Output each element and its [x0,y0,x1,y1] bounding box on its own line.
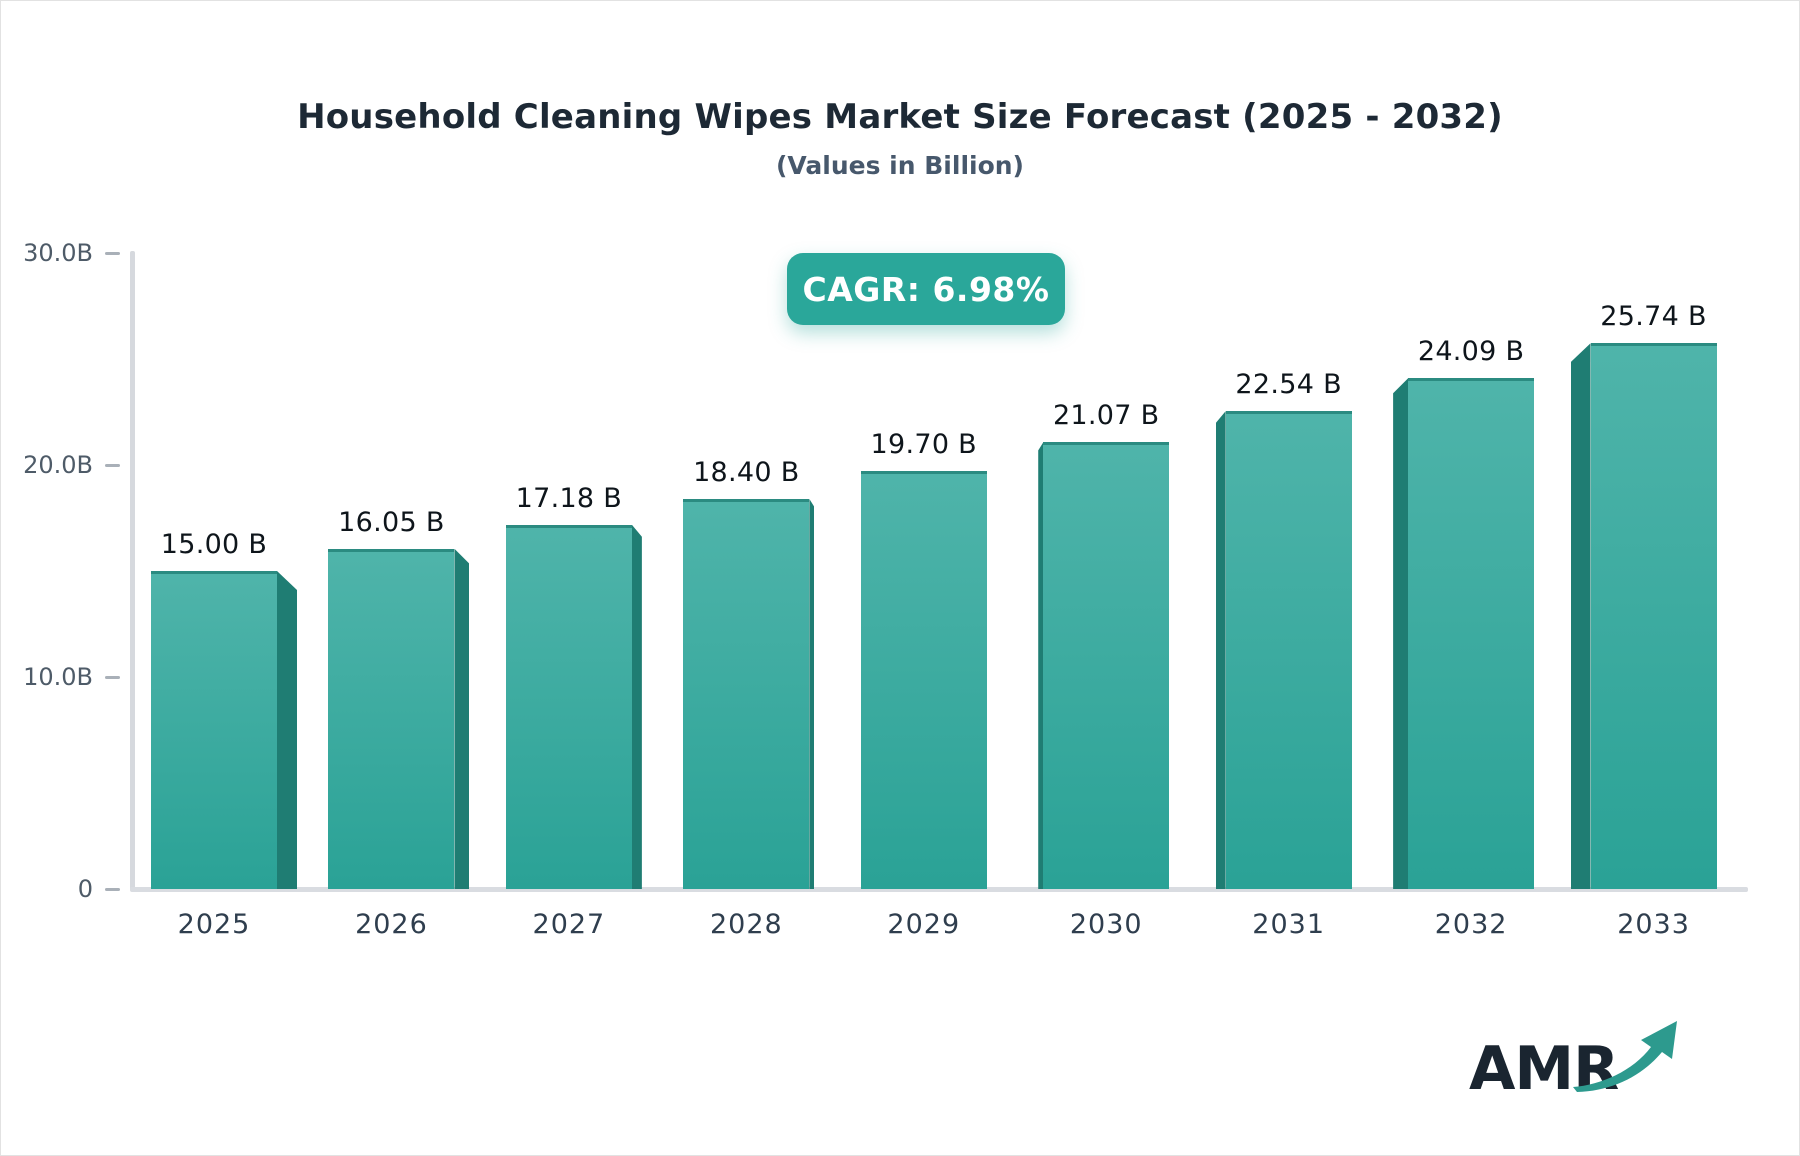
y-axis-label: 10.0B [23,663,93,691]
bar-side-face [631,524,642,889]
bar [505,524,632,889]
page-title: Household Cleaning Wipes Market Size For… [297,97,1503,137]
x-axis-label: 2029 [887,909,961,940]
y-axis-label: 0 [77,875,93,903]
chart-subtitle: (Values in Billion) [776,151,1024,180]
bar [1408,378,1535,889]
bar-side-face [1038,442,1044,889]
y-axis-label: 20.0B [23,451,93,479]
y-axis-tick [105,463,120,467]
bar-value-label: 24.09 B [1417,336,1525,368]
y-axis-label: 30.0B [23,239,93,267]
bar [151,571,277,889]
bar-value-label: 19.70 B [870,429,978,461]
x-axis-label: 2027 [532,909,606,940]
bar-value-label: 18.40 B [693,456,800,488]
y-axis-tick [105,887,120,891]
x-axis-label: 2030 [1069,909,1143,940]
bar-value-label: 22.54 B [1235,369,1342,401]
x-axis-label: 2033 [1617,909,1690,940]
y-axis-tick [105,675,120,679]
bar-value-label: 16.05 B [338,506,445,538]
axis-line-x [130,887,1748,892]
amr-logo: AMR [1469,1015,1709,1105]
bar [683,498,810,889]
bar-side-face [1215,411,1226,889]
logo-arrow-icon [1573,1021,1677,1092]
bar [860,471,987,889]
bar-side-face [809,498,815,889]
bar-side-face [454,548,470,889]
cagr-badge: CAGR: 6.98% [787,253,1065,325]
bar-value-label: 15.00 B [160,529,268,560]
bar-side-face [1393,378,1409,889]
x-axis-label: 2028 [709,909,783,940]
bar-side-face [1570,343,1591,889]
x-axis-label: 2031 [1252,909,1326,940]
x-axis-label: 2025 [177,909,251,940]
bar [328,548,455,889]
bar-value-label: 25.74 B [1600,301,1707,333]
axis-line-y [130,251,135,891]
bar-value-label: 17.18 B [515,482,623,514]
bar [1590,343,1717,889]
bar-value-label: 21.07 B [1052,400,1160,432]
bar [1225,411,1352,889]
x-axis-label: 2032 [1434,909,1508,940]
y-axis-tick [105,251,120,255]
cagr-badge-label: CAGR: 6.98% [802,269,1050,309]
bar [1043,442,1170,889]
bar-side-face [277,571,297,889]
x-axis-label: 2026 [355,909,428,940]
